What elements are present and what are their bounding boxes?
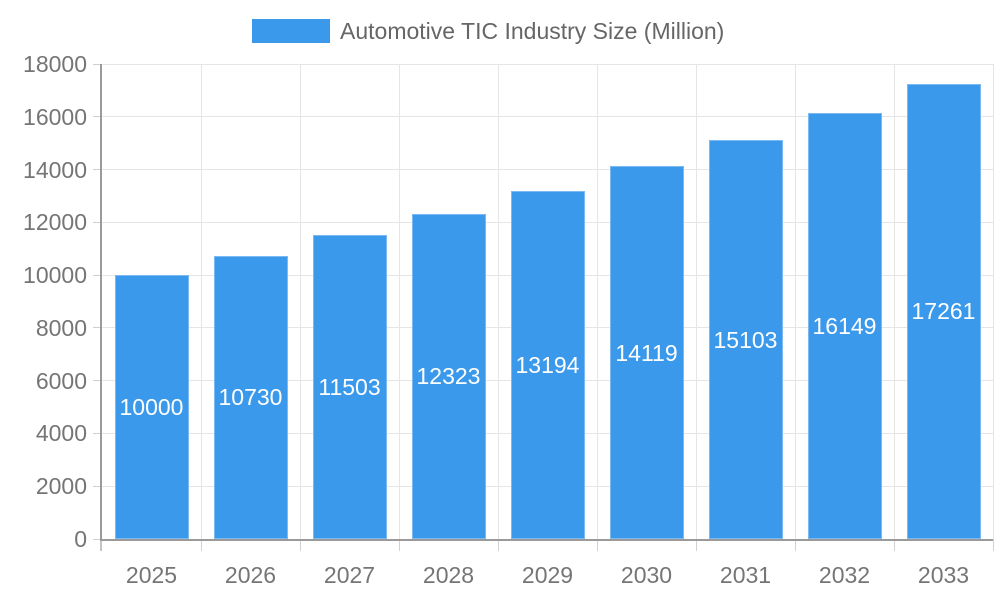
y-tick-mark xyxy=(93,485,102,487)
y-tick-mark xyxy=(93,63,102,65)
bar-2032: 16149 xyxy=(807,112,882,539)
x-axis-tick-label: 2030 xyxy=(620,562,673,588)
legend-swatch xyxy=(252,19,330,43)
x-gridline xyxy=(398,64,400,539)
y-gridline xyxy=(102,169,993,171)
x-gridline xyxy=(794,64,796,539)
y-tick-mark xyxy=(93,380,102,382)
chart-legend: Automotive TIC Industry Size (Million) xyxy=(252,17,725,44)
x-tick-mark xyxy=(497,539,499,551)
y-tick-mark xyxy=(93,274,102,276)
x-gridline xyxy=(992,64,994,539)
bar-value-label: 15103 xyxy=(713,326,778,353)
y-axis-line xyxy=(100,64,102,539)
y-gridline xyxy=(102,63,993,65)
y-axis-tick-label: 12000 xyxy=(23,209,87,236)
y-tick-mark xyxy=(93,221,102,223)
x-tick-mark xyxy=(200,539,202,551)
bar-2025: 10000 xyxy=(114,275,189,539)
y-tick-mark xyxy=(93,116,102,118)
y-axis-tick-label: 6000 xyxy=(35,367,87,394)
bar-value-label: 12323 xyxy=(416,363,481,390)
y-axis-tick-label: 2000 xyxy=(35,473,87,500)
bar-value-label: 17261 xyxy=(911,298,976,325)
bar-value-label: 10730 xyxy=(218,384,283,411)
y-axis-tick-label: 8000 xyxy=(35,314,87,341)
x-gridline xyxy=(695,64,697,539)
x-gridline xyxy=(497,64,499,539)
bar-2029: 13194 xyxy=(510,190,585,539)
bar-2028: 12323 xyxy=(411,213,486,539)
y-axis-tick-label: 0 xyxy=(74,526,87,552)
bar-2026: 10730 xyxy=(213,255,288,539)
y-gridline xyxy=(102,116,993,118)
bar-value-label: 14119 xyxy=(615,339,678,366)
x-axis-tick-label: 2026 xyxy=(224,562,277,588)
x-axis-tick-label: 2031 xyxy=(719,562,772,588)
y-axis-tick-label: 16000 xyxy=(23,103,87,130)
y-axis-tick-label: 10000 xyxy=(23,262,87,289)
x-axis-tick-label: 2033 xyxy=(917,562,970,588)
y-axis-tick-label: 14000 xyxy=(23,156,87,183)
x-tick-mark xyxy=(398,539,400,551)
x-axis-tick-label: 2027 xyxy=(323,562,376,588)
x-axis-tick-label: 2029 xyxy=(521,562,574,588)
x-axis-tick-label: 2032 xyxy=(818,562,871,588)
x-tick-mark xyxy=(992,539,994,551)
y-axis-extension xyxy=(100,539,102,551)
y-tick-mark xyxy=(93,538,102,540)
x-tick-mark xyxy=(299,539,301,551)
y-axis-tick-label: 18000 xyxy=(23,51,87,77)
x-gridline xyxy=(893,64,895,539)
y-tick-mark xyxy=(93,169,102,171)
x-tick-mark xyxy=(893,539,895,551)
x-axis-line xyxy=(100,539,993,541)
x-tick-mark xyxy=(695,539,697,551)
x-axis-tick-label: 2025 xyxy=(125,562,178,588)
x-gridline xyxy=(200,64,202,539)
x-tick-mark xyxy=(596,539,598,551)
bar-value-label: 11503 xyxy=(318,374,381,401)
bar-value-label: 16149 xyxy=(812,312,877,339)
x-axis-tick-label: 2028 xyxy=(422,562,475,588)
x-gridline xyxy=(299,64,301,539)
y-tick-mark xyxy=(93,327,102,329)
bar-value-label: 10000 xyxy=(119,394,184,421)
bar-2031: 15103 xyxy=(708,140,783,539)
bar-2033: 17261 xyxy=(906,83,981,539)
bar-value-label: 13194 xyxy=(515,351,580,378)
x-gridline xyxy=(596,64,598,539)
x-tick-mark xyxy=(794,539,796,551)
bar-2027: 11503 xyxy=(312,235,387,539)
y-axis-tick-label: 4000 xyxy=(35,420,87,447)
bar-2030: 14119 xyxy=(609,166,684,539)
y-tick-mark xyxy=(93,432,102,434)
legend-label: Automotive TIC Industry Size (Million) xyxy=(340,17,725,44)
